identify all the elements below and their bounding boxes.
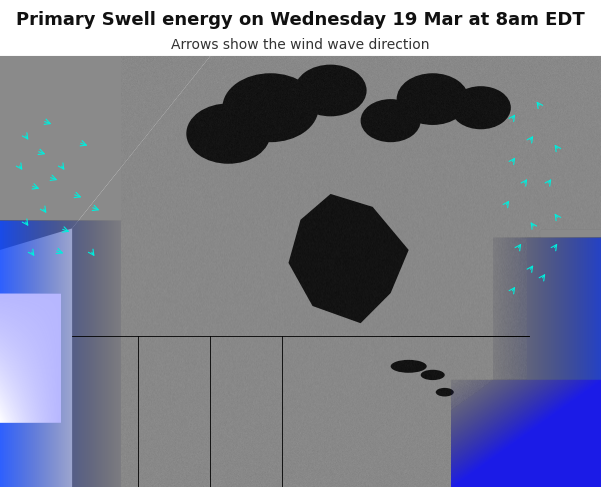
Polygon shape (288, 194, 409, 323)
Ellipse shape (391, 360, 427, 373)
Circle shape (222, 73, 319, 142)
Polygon shape (0, 56, 210, 250)
Text: Arrows show the wind wave direction: Arrows show the wind wave direction (171, 38, 430, 52)
Ellipse shape (421, 370, 445, 380)
Circle shape (451, 86, 511, 129)
Circle shape (361, 99, 421, 142)
Circle shape (397, 73, 469, 125)
Ellipse shape (436, 388, 454, 396)
Text: Primary Swell energy on Wednesday 19 Mar at 8am EDT: Primary Swell energy on Wednesday 19 Mar… (16, 11, 585, 29)
Circle shape (294, 65, 367, 116)
Circle shape (186, 103, 270, 164)
Polygon shape (72, 56, 601, 487)
